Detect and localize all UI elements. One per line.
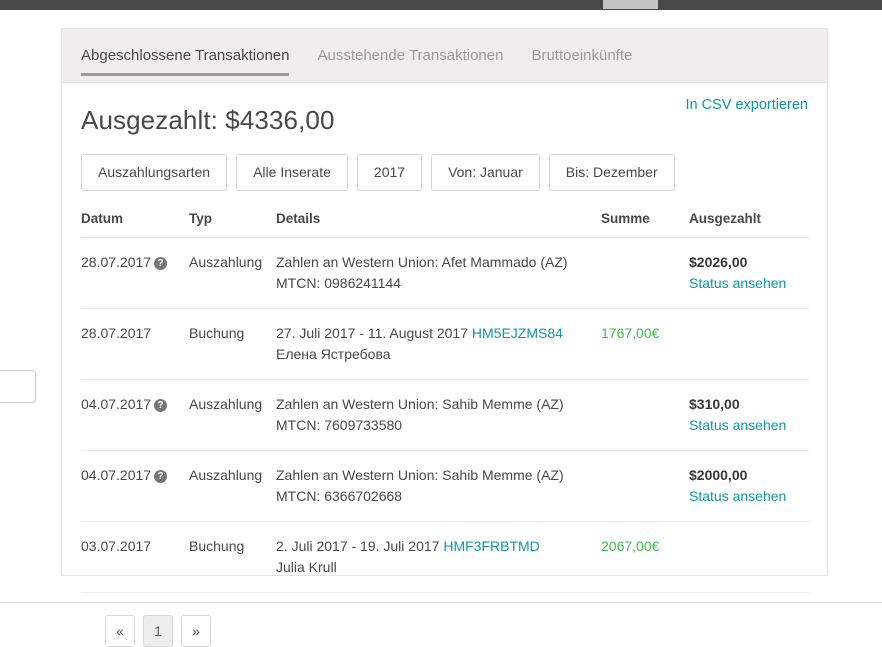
help-icon[interactable]: ? <box>154 257 168 270</box>
export-csv-link[interactable]: In CSV exportieren <box>685 97 808 113</box>
cell-details: 2. Juli 2017 - 19. Juli 2017 HMF3FRBTMD J… <box>276 522 601 593</box>
page-divider <box>0 602 882 603</box>
pagination-prev-button[interactable]: « <box>105 615 135 647</box>
detail-secondary-text: MTCN: 0986241144 <box>276 275 402 291</box>
help-icon[interactable]: ? <box>154 399 168 412</box>
cell-ausgezahlt: $2000,00 Status ansehen <box>689 451 809 522</box>
booking-code-link[interactable]: HMF3FRBTMD <box>443 538 540 554</box>
detail-secondary-text: Julia Krull <box>276 559 337 575</box>
transactions-table: Datum Typ Details Summe Ausgezahlt 28.07… <box>81 211 809 593</box>
cell-typ: Buchung <box>189 538 245 554</box>
transaction-date: 28.07.2017 <box>81 325 152 341</box>
detail-secondary-text: MTCN: 7609733580 <box>276 417 403 433</box>
tab-pending-transactions[interactable]: Ausstehende Transaktionen <box>317 47 504 64</box>
cell-details: Zahlen an Western Union: Sahib Memme (AZ… <box>276 380 601 451</box>
cell-details: Zahlen an Western Union: Sahib Memme (AZ… <box>276 451 601 522</box>
column-header-summe: Summe <box>601 211 650 226</box>
payout-amount: $310,00 <box>689 396 740 412</box>
column-header-ausgezahlt: Ausgezahlt <box>689 211 762 226</box>
cell-details: 27. Juli 2017 - 11. August 2017 HM5EJZMS… <box>276 309 601 380</box>
column-header-datum: Datum <box>81 211 124 226</box>
filter-bar: Auszahlungsarten Alle Inserate 2017 Von:… <box>81 154 808 191</box>
table-header-row: Datum Typ Details Summe Ausgezahlt <box>81 211 809 238</box>
cell-details: Zahlen an Western Union: Afet Mammado (A… <box>276 238 601 309</box>
booking-code-link[interactable]: HM5EJZMS84 <box>471 325 563 341</box>
cell-datum: 28.07.2017? <box>81 238 189 309</box>
table-row: 04.07.2017? Auszahlung Zahlen an Western U… <box>81 451 809 522</box>
view-status-link[interactable]: Status ansehen <box>689 275 787 291</box>
detail-secondary-text: Елена Ястребова <box>276 346 391 362</box>
cell-typ: Auszahlung <box>189 254 263 270</box>
cell-summe: 2067,00€ <box>601 522 689 593</box>
table-row: 28.07.2017 Buchung 27. Juli 2017 - 11. Aug… <box>81 309 809 380</box>
cell-ausgezahlt <box>689 522 809 593</box>
filter-to-month-button[interactable]: Bis: Dezember <box>548 154 675 191</box>
detail-primary-text: 2. Juli 2017 - 19. Juli 2017 <box>276 538 444 554</box>
cell-ausgezahlt: $2026,00 Status ansehen <box>689 238 809 309</box>
cell-typ: Buchung <box>189 325 245 341</box>
filter-from-month-button[interactable]: Von: Januar <box>431 154 540 191</box>
detail-primary-text: Zahlen an Western Union: Sahib Memme (AZ… <box>276 467 564 483</box>
column-header-typ: Typ <box>189 211 212 226</box>
summe-amount: 2067,00€ <box>601 538 660 554</box>
cell-typ: Auszahlung <box>189 467 263 483</box>
tab-completed-transactions[interactable]: Abgeschlossene Transaktionen <box>81 29 290 83</box>
cell-typ: Auszahlung <box>189 396 263 412</box>
table-row: 03.07.2017 Buchung 2. Juli 2017 - 19. Juli… <box>81 522 809 593</box>
transactions-card: Abgeschlossene Transaktionen Ausstehende … <box>61 28 828 647</box>
view-status-link[interactable]: Status ansehen <box>689 488 787 504</box>
payout-amount: $2026,00 <box>689 254 748 270</box>
pagination: « 1 » <box>81 615 808 647</box>
cell-ausgezahlt: $310,00 Status ansehen <box>689 380 809 451</box>
table-row: 28.07.2017? Auszahlung Zahlen an Western U… <box>81 238 809 309</box>
filter-payout-types-button[interactable]: Auszahlungsarten <box>81 154 228 191</box>
summe-amount: 1767,00€ <box>601 325 660 341</box>
table-head: Datum Typ Details Summe Ausgezahlt <box>81 211 809 238</box>
app-top-bar <box>0 0 882 10</box>
cell-ausgezahlt <box>689 309 809 380</box>
filter-all-listings-button[interactable]: Alle Inserate <box>236 154 348 191</box>
tab-gross-earnings[interactable]: Bruttoeinkünfte <box>531 47 633 64</box>
transaction-date: 28.07.2017 <box>81 254 152 270</box>
cell-summe <box>601 451 689 522</box>
page-title: Ausgezahlt: $4336,00 <box>81 105 335 135</box>
pagination-next-button[interactable]: » <box>181 615 211 647</box>
transaction-date: 04.07.2017 <box>81 396 152 412</box>
cell-summe <box>601 238 689 309</box>
detail-secondary-text: MTCN: 6366702668 <box>276 488 403 504</box>
cell-datum: 04.07.2017? <box>81 451 189 522</box>
column-header-details: Details <box>276 211 321 226</box>
left-edge-floating-box <box>0 370 36 403</box>
top-bar-notch <box>603 0 658 9</box>
tab-strip: Abgeschlossene Transaktionen Ausstehende … <box>62 29 827 83</box>
filter-year-button[interactable]: 2017 <box>356 154 423 191</box>
detail-primary-text: 27. Juli 2017 - 11. August 2017 <box>276 325 472 341</box>
payout-amount: $2000,00 <box>689 467 748 483</box>
cell-summe <box>601 380 689 451</box>
detail-primary-text: Zahlen an Western Union: Afet Mammado (A… <box>276 254 568 270</box>
view-status-link[interactable]: Status ansehen <box>689 417 787 433</box>
detail-primary-text: Zahlen an Western Union: Sahib Memme (AZ… <box>276 396 564 412</box>
transaction-date: 04.07.2017 <box>81 467 152 483</box>
cell-datum: 04.07.2017? <box>81 380 189 451</box>
cell-datum: 03.07.2017 <box>81 522 189 593</box>
cell-summe: 1767,00€ <box>601 309 689 380</box>
help-icon[interactable]: ? <box>154 470 168 483</box>
table-body: 28.07.2017? Auszahlung Zahlen an Western U… <box>81 238 809 593</box>
transaction-date: 03.07.2017 <box>81 538 152 554</box>
cell-datum: 28.07.2017 <box>81 309 189 380</box>
pagination-page-1-button[interactable]: 1 <box>143 615 173 647</box>
table-row: 04.07.2017? Auszahlung Zahlen an Western U… <box>81 380 809 451</box>
card-body: In CSV exportieren Ausgezahlt: $4336,00 … <box>62 83 827 647</box>
